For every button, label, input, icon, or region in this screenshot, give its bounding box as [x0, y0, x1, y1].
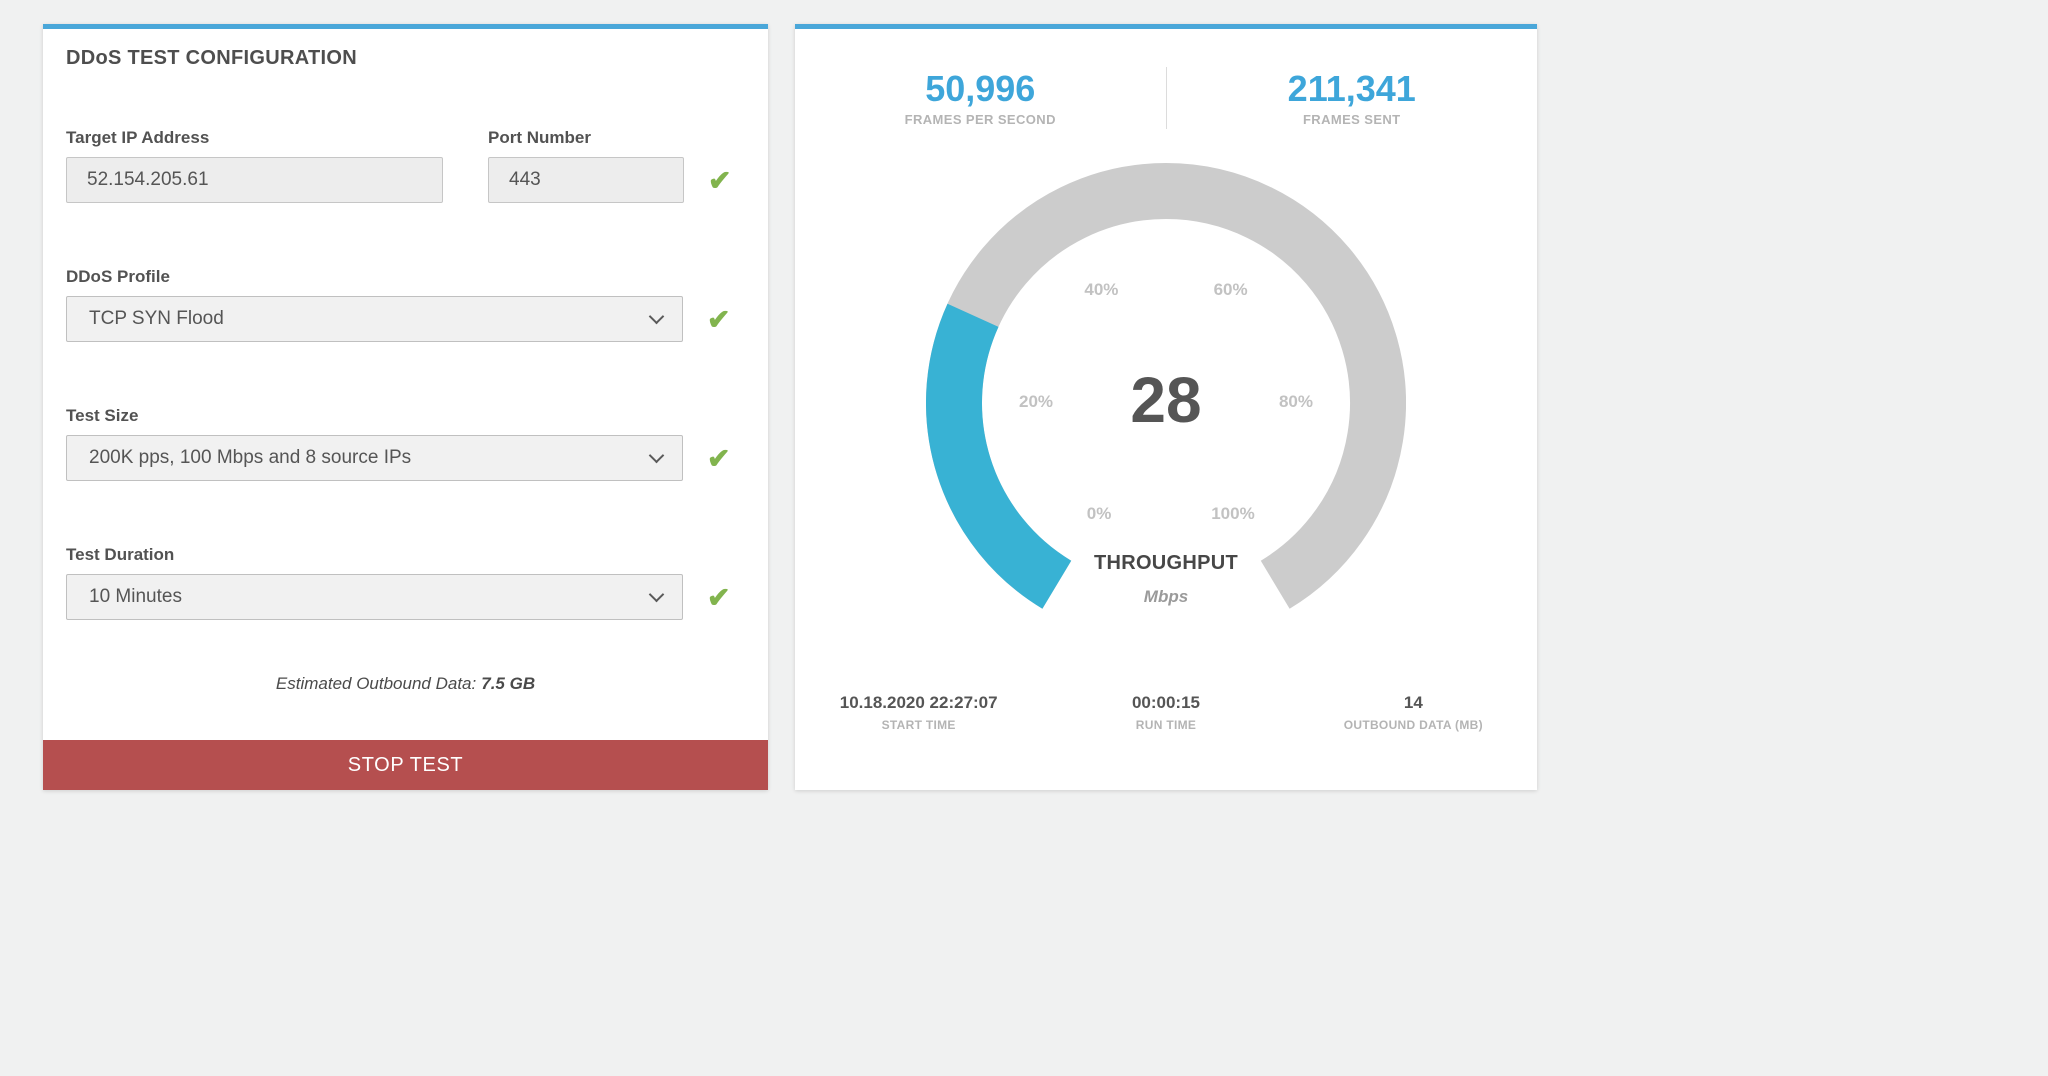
test-duration-selected-value: 10 Minutes: [89, 586, 182, 607]
test-size-select[interactable]: 200K pps, 100 Mbps and 8 source IPs: [66, 435, 683, 481]
port-field-group: Port Number: [488, 128, 684, 203]
gauge-tick-label: 20%: [1018, 391, 1054, 411]
config-panel-title: DDoS TEST CONFIGURATION: [66, 47, 357, 69]
gauge-tick-label: 40%: [1084, 280, 1119, 300]
start-time-label: START TIME: [881, 718, 956, 732]
port-number-label: Port Number: [488, 128, 591, 147]
ddos-config-panel: DDoS TEST CONFIGURATION Target IP Addres…: [43, 24, 768, 790]
gauge-unit: Mbps: [1143, 587, 1189, 606]
target-ip-input[interactable]: [66, 157, 443, 203]
frames-per-second-stat: 50,996 FRAMES PER SECOND: [795, 69, 1166, 127]
test-duration-valid-check-icon: ✔: [707, 581, 731, 613]
outbound-data-stat: 14 OUTBOUND DATA (MB): [1290, 693, 1537, 732]
gauge-tick-label: 60%: [1213, 280, 1248, 300]
frames-per-second-label: FRAMES PER SECOND: [904, 111, 1056, 127]
target-ip-label: Target IP Address: [66, 128, 210, 147]
gauge-tick-label: 0%: [1086, 504, 1112, 524]
gauge-title: THROUGHPUT: [1093, 552, 1239, 574]
estimated-outbound-data-value: 7.5 GB: [481, 674, 536, 693]
ddos-profile-label: DDoS Profile: [66, 267, 170, 286]
test-size-valid-check-icon: ✔: [707, 442, 731, 474]
test-duration-select[interactable]: 10 Minutes: [66, 574, 683, 620]
ddos-profile-select[interactable]: TCP SYN Flood: [66, 296, 683, 342]
test-size-label: Test Size: [66, 406, 139, 425]
test-size-selected-value: 200K pps, 100 Mbps and 8 source IPs: [89, 447, 412, 468]
gauge-value: 28: [1130, 364, 1202, 436]
start-time-value: 10.18.2020 22:27:07: [839, 693, 998, 712]
chevron-down-icon: [648, 586, 665, 602]
chevron-down-icon: [648, 308, 665, 324]
frames-per-second-value: 50,996: [925, 68, 1036, 110]
frames-sent-value: 211,341: [1287, 68, 1416, 110]
gauge-svg: [926, 163, 1406, 609]
run-time-value: 00:00:15: [1131, 693, 1201, 712]
stats-panel: 50,996 FRAMES PER SECOND 211,341 FRAMES …: [795, 24, 1537, 790]
ddos-profile-row: DDoS Profile TCP SYN Flood ✔: [66, 267, 745, 342]
chevron-down-icon: [648, 447, 665, 463]
estimated-outbound-data-label: Estimated Outbound Data:: [275, 674, 477, 693]
stats-divider: [1165, 67, 1167, 129]
bottom-stats-row: 10.18.2020 22:27:07 START TIME 00:00:15 …: [795, 693, 1537, 732]
ddos-profile-field-group: DDoS Profile TCP SYN Flood: [66, 267, 683, 342]
outbound-data-label: OUTBOUND DATA (MB): [1343, 718, 1483, 732]
frames-sent-label: FRAMES SENT: [1302, 111, 1401, 127]
gauge-value-arc: [926, 303, 1072, 609]
top-stats-row: 50,996 FRAMES PER SECOND 211,341 FRAMES …: [795, 67, 1537, 129]
test-duration-label: Test Duration: [66, 545, 175, 564]
run-time-label: RUN TIME: [1135, 718, 1197, 732]
test-size-row: Test Size 200K pps, 100 Mbps and 8 sourc…: [66, 406, 745, 481]
outbound-data-value: 14: [1403, 693, 1423, 712]
ip-port-valid-check-icon: ✔: [708, 164, 732, 196]
gauge-tick-label: 100%: [1211, 504, 1255, 524]
test-duration-field-group: Test Duration 10 Minutes: [66, 545, 683, 620]
stop-test-button[interactable]: STOP TEST: [43, 740, 768, 790]
ip-port-row: Target IP Address Port Number ✔: [66, 128, 745, 203]
test-duration-row: Test Duration 10 Minutes ✔: [66, 545, 745, 620]
port-number-input[interactable]: [488, 157, 684, 203]
ddos-profile-valid-check-icon: ✔: [707, 303, 731, 335]
start-time-stat: 10.18.2020 22:27:07 START TIME: [795, 693, 1042, 732]
throughput-gauge: 0% 20% 40% 60% 80% 100% 28 THROUGHPUT Mbps: [926, 163, 1406, 643]
estimated-outbound-data: Estimated Outbound Data: 7.5 GB: [66, 674, 745, 694]
frames-sent-stat: 211,341 FRAMES SENT: [1167, 69, 1538, 127]
ddos-profile-selected-value: TCP SYN Flood: [89, 308, 224, 329]
test-size-field-group: Test Size 200K pps, 100 Mbps and 8 sourc…: [66, 406, 683, 481]
target-ip-field-group: Target IP Address: [66, 128, 443, 203]
run-time-stat: 00:00:15 RUN TIME: [1042, 693, 1289, 732]
gauge-tick-label: 80%: [1278, 391, 1313, 411]
